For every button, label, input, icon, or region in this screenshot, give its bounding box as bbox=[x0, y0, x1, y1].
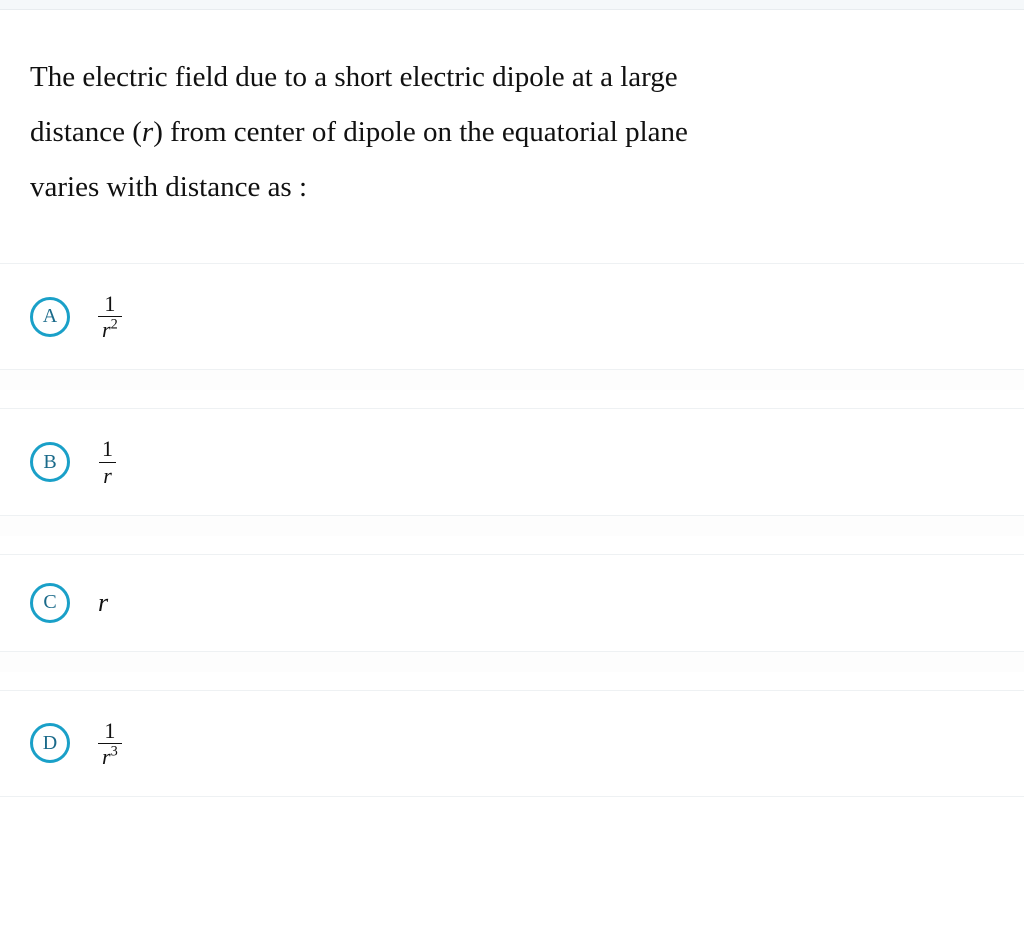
option-b-numerator: 1 bbox=[98, 437, 117, 461]
option-b-fraction: 1 r bbox=[98, 437, 117, 486]
top-divider bbox=[0, 0, 1024, 10]
option-d-denominator: r3 bbox=[98, 743, 122, 768]
question-line-3: varies with distance as : bbox=[30, 171, 307, 203]
question-line-2-post: ) from center of dipole on the equatoria… bbox=[153, 116, 688, 148]
option-a-fraction: 1 r2 bbox=[98, 292, 122, 341]
option-c-value: r bbox=[98, 588, 108, 618]
option-a-letter-circle: A bbox=[30, 297, 70, 337]
option-b-letter: B bbox=[43, 451, 56, 474]
question-var-r: r bbox=[142, 116, 153, 148]
option-a-content: 1 r2 bbox=[98, 292, 122, 341]
option-d[interactable]: D 1 r3 bbox=[0, 690, 1024, 797]
option-a-letter: A bbox=[43, 305, 57, 328]
option-d-letter-circle: D bbox=[30, 723, 70, 763]
row-gap bbox=[0, 652, 1024, 672]
option-a-denominator: r2 bbox=[98, 316, 122, 341]
option-d-content: 1 r3 bbox=[98, 719, 122, 768]
option-b[interactable]: B 1 r bbox=[0, 408, 1024, 515]
option-c-letter: C bbox=[43, 591, 56, 614]
row-gap bbox=[0, 516, 1024, 536]
option-d-letter: D bbox=[43, 732, 57, 755]
option-a-numerator: 1 bbox=[100, 292, 119, 316]
option-c-letter-circle: C bbox=[30, 583, 70, 623]
option-c[interactable]: C r bbox=[0, 554, 1024, 652]
option-c-content: r bbox=[98, 588, 108, 618]
option-a[interactable]: A 1 r2 bbox=[0, 263, 1024, 370]
question-line-1: The electric field due to a short electr… bbox=[30, 61, 678, 93]
question-text: The electric field due to a short electr… bbox=[0, 10, 1024, 245]
option-d-fraction: 1 r3 bbox=[98, 719, 122, 768]
option-b-denominator: r bbox=[99, 462, 116, 487]
option-b-letter-circle: B bbox=[30, 442, 70, 482]
row-gap bbox=[0, 370, 1024, 390]
question-line-2-pre: distance ( bbox=[30, 116, 142, 148]
option-b-content: 1 r bbox=[98, 437, 117, 486]
option-d-numerator: 1 bbox=[100, 719, 119, 743]
